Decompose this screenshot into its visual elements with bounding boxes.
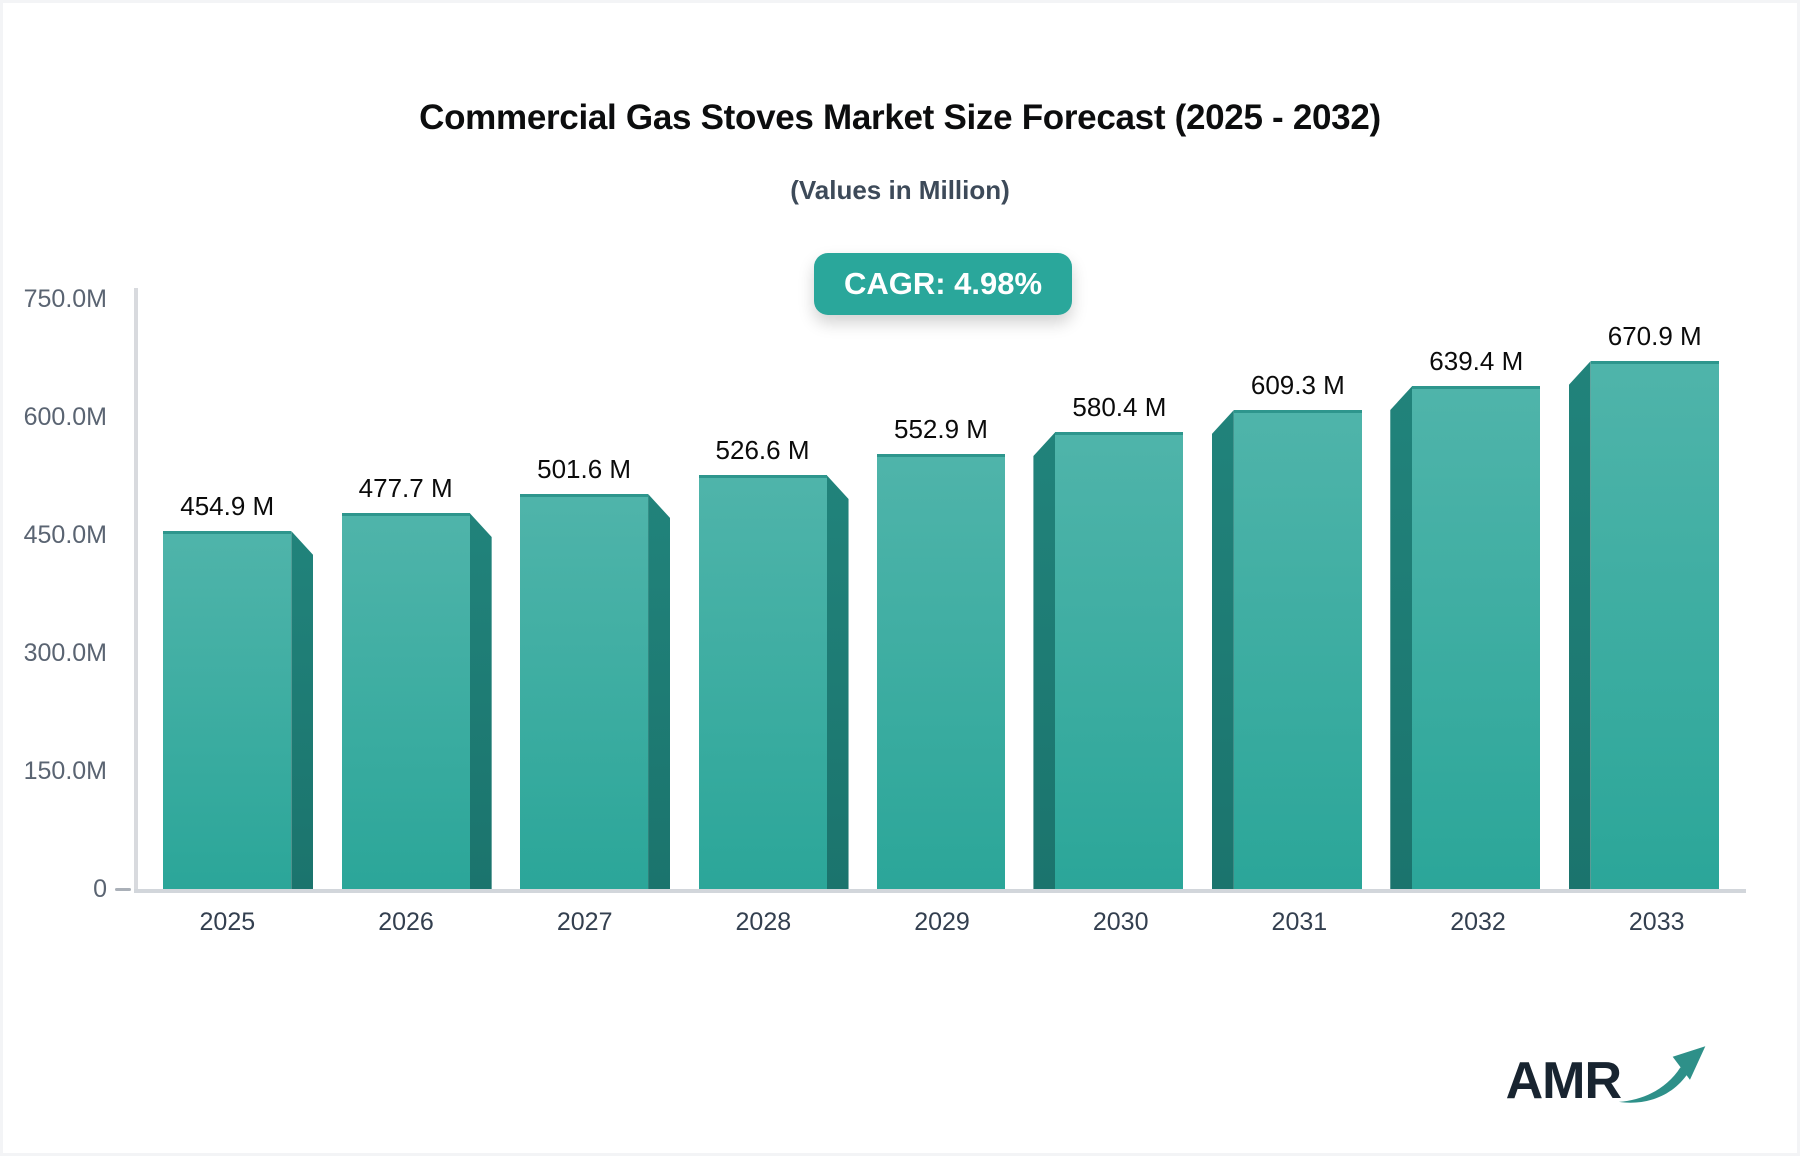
y-axis-labels: 0 150.0M 300.0M 450.0M 600.0M 750.0M bbox=[3, 285, 131, 903]
bar-face bbox=[1233, 410, 1362, 889]
y-tick-label: 600.0M bbox=[23, 403, 107, 431]
bar-2027: 501.6 M bbox=[520, 454, 671, 889]
bar-slot-2032: 639.4 M bbox=[1387, 288, 1565, 889]
x-tick-label-2025: 2025 bbox=[199, 908, 256, 936]
cagr-badge-row: CAGR: 4.98% bbox=[140, 253, 1746, 315]
bar-side-face bbox=[1033, 432, 1056, 889]
bar-value-label: 580.4 M bbox=[1072, 392, 1167, 422]
bar-2029: 552.9 M bbox=[876, 414, 1005, 889]
bar-2028: 526.6 M bbox=[698, 435, 849, 889]
y-tick-label: 0 bbox=[3, 874, 131, 904]
x-tick-label-2031: 2031 bbox=[1271, 908, 1328, 936]
bar-slot-2033: 670.9 M bbox=[1566, 288, 1744, 889]
bar-2032: 639.4 M bbox=[1390, 346, 1541, 889]
zero-tick-mark bbox=[115, 888, 131, 891]
x-tick-label-2030: 2030 bbox=[1092, 908, 1149, 936]
bar-value-label: 477.7 M bbox=[358, 473, 453, 503]
bar-face bbox=[698, 475, 827, 889]
plot-area: 454.9 M 477.7 M 501.6 M 526.6 M 552.9 M 580.4… bbox=[134, 288, 1746, 893]
bar-face bbox=[341, 513, 470, 889]
bar-value-label: 526.6 M bbox=[715, 435, 810, 465]
cagr-label: CAGR: 4.98% bbox=[843, 266, 1043, 301]
bar-slot-2031: 609.3 M bbox=[1209, 288, 1387, 889]
bar-2033: 670.9 M bbox=[1568, 321, 1719, 889]
chart-card: Commercial Gas Stoves Market Size Foreca… bbox=[3, 3, 1797, 1153]
bar-2026: 477.7 M bbox=[341, 473, 492, 889]
bar-value-label: 501.6 M bbox=[537, 454, 632, 484]
x-axis-line bbox=[134, 889, 1746, 893]
bar-face bbox=[1590, 361, 1719, 889]
x-tick-label-2028: 2028 bbox=[735, 908, 792, 936]
bar-value-label: 670.9 M bbox=[1607, 321, 1702, 351]
bar-side-face bbox=[1568, 361, 1591, 889]
x-tick-label-2029: 2029 bbox=[914, 908, 970, 936]
bar-side-face bbox=[1390, 386, 1413, 889]
y-tick-label: 450.0M bbox=[23, 521, 107, 549]
x-axis-labels: 2025 2026 2027 2028 2029 2030 2031 2032 2033 bbox=[138, 908, 1746, 937]
bar-2025: 454.9 M bbox=[163, 491, 314, 889]
bar-value-label: 609.3 M bbox=[1250, 370, 1345, 400]
bar-slot-2025: 454.9 M bbox=[138, 288, 316, 889]
growth-arrow-icon bbox=[1618, 1046, 1706, 1103]
bar-slot-2027: 501.6 M bbox=[495, 288, 673, 889]
bar-value-label: 552.9 M bbox=[893, 414, 988, 444]
bar-side-face bbox=[648, 494, 671, 889]
bar-2031: 609.3 M bbox=[1211, 370, 1362, 889]
bar-slot-2028: 526.6 M bbox=[673, 288, 851, 889]
y-tick-label: 150.0M bbox=[23, 757, 107, 785]
bar-side-face bbox=[1211, 410, 1234, 889]
amr-logo: AMR bbox=[1506, 1044, 1713, 1107]
y-tick-label: 300.0M bbox=[23, 639, 107, 667]
bar-2030: 580.4 M bbox=[1033, 392, 1184, 889]
y-axis-line bbox=[134, 288, 138, 893]
chart-subtitle: (Values in Million) bbox=[790, 175, 1010, 205]
bar-slot-2030: 580.4 M bbox=[1030, 288, 1208, 889]
bar-face bbox=[876, 454, 1005, 889]
bar-side-face bbox=[291, 531, 314, 889]
bar-value-label: 639.4 M bbox=[1429, 346, 1524, 376]
cagr-badge: CAGR: 4.98% bbox=[813, 253, 1073, 315]
x-tick-label-2033: 2033 bbox=[1628, 908, 1685, 936]
x-tick-label-2032: 2032 bbox=[1450, 908, 1506, 936]
bar-face bbox=[1055, 432, 1184, 889]
logo-text: AMR bbox=[1505, 1052, 1622, 1110]
bar-face bbox=[1412, 386, 1541, 889]
x-tick-label-2026: 2026 bbox=[378, 908, 434, 936]
bar-slot-2026: 477.7 M bbox=[316, 288, 494, 889]
y-tick-label: 750.0M bbox=[23, 285, 107, 313]
bar-face bbox=[520, 494, 649, 889]
bar-slot-2029: 552.9 M bbox=[852, 288, 1030, 889]
bar-face bbox=[163, 531, 292, 889]
bar-side-face bbox=[826, 475, 849, 889]
x-tick-label-2027: 2027 bbox=[556, 908, 613, 936]
bars-container: 454.9 M 477.7 M 501.6 M 526.6 M 552.9 M 580.4… bbox=[138, 288, 1744, 889]
bar-value-label: 454.9 M bbox=[180, 491, 275, 521]
chart-title: Commercial Gas Stoves Market Size Foreca… bbox=[419, 98, 1381, 137]
bar-side-face bbox=[469, 513, 492, 889]
